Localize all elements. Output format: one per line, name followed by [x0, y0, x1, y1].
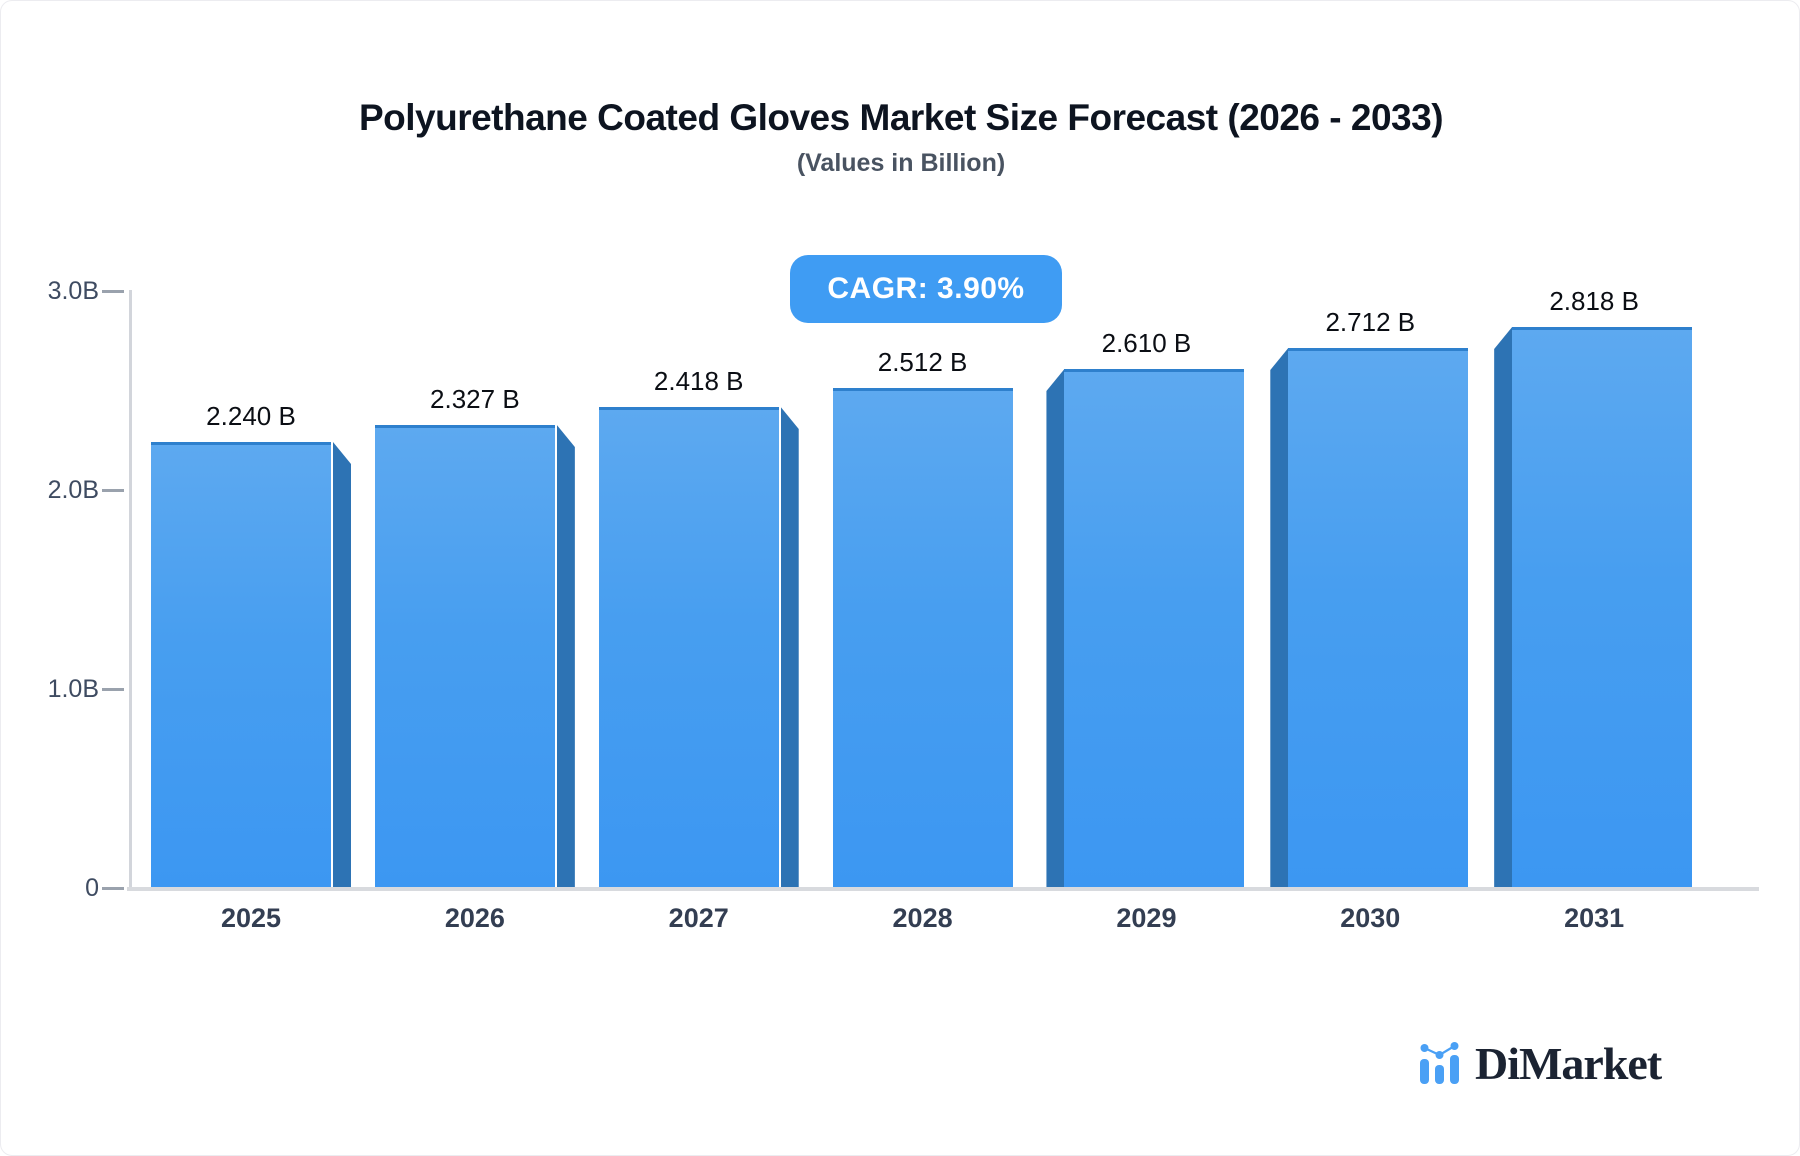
x-axis-label: 2028: [892, 903, 953, 933]
cagr-badge: CAGR: 3.90%: [790, 255, 1062, 323]
bar-face: [1064, 369, 1245, 888]
y-tick-label: 3.0B: [47, 277, 99, 305]
bar-face: [1288, 348, 1469, 888]
x-axis-label: 2026: [444, 903, 505, 933]
y-tick-label: 1.0B: [47, 675, 99, 703]
y-tick-label: 2.0B: [47, 476, 99, 504]
y-axis-line: [129, 290, 132, 890]
bar: [151, 442, 351, 888]
y-tick-label: 0: [85, 874, 99, 902]
x-axis-label: 2027: [668, 903, 729, 933]
brand-name: DiMarket: [1475, 1038, 1662, 1089]
bar-value-label: 2.240 B: [206, 401, 296, 431]
bar: [823, 388, 1023, 888]
bar-side-3d: [556, 425, 575, 888]
bar-face: [374, 425, 555, 888]
x-axis-line: [127, 887, 1759, 891]
bar-face: [151, 442, 331, 888]
bar-side-3d: [1270, 348, 1289, 888]
x-axis-label: 2031: [1564, 903, 1625, 933]
bar-face: [832, 388, 1013, 888]
bar-value-label: 2.418 B: [653, 366, 744, 396]
chart-subtitle: (Values in Billion): [796, 149, 1006, 177]
y-tick-mark: [102, 489, 124, 492]
y-tick-mark: [102, 688, 124, 691]
bar-value-label: 2.327 B: [430, 384, 520, 414]
bar-value-label: 2.610 B: [1101, 328, 1192, 358]
bar: [1494, 327, 1694, 888]
y-tick-mark: [102, 887, 124, 890]
bar-value-label: 2.712 B: [1325, 307, 1416, 337]
bar-face: [1512, 327, 1693, 888]
bar-value-label: 2.818 B: [1549, 286, 1639, 316]
bar: [598, 407, 799, 888]
bar: [1046, 369, 1246, 888]
bar-side-3d: [333, 442, 351, 888]
x-axis-label: 2025: [220, 903, 282, 933]
x-axis-label: 2030: [1340, 903, 1401, 933]
bar-value-label: 2.512 B: [877, 347, 968, 377]
y-tick-mark: [102, 290, 124, 293]
bar: [374, 425, 575, 888]
bar-chart-icon: [1420, 1042, 1459, 1084]
bar-face: [598, 407, 779, 888]
chart-title: Polyurethane Coated Gloves Market Size F…: [358, 97, 1444, 138]
bar-side-3d: [1046, 369, 1065, 888]
brand-logo: DiMarket: [1419, 1038, 1662, 1089]
bar-side-3d: [780, 407, 799, 888]
x-axis-label: 2029: [1116, 903, 1177, 933]
bar-side-3d: [1494, 327, 1513, 888]
bar: [1270, 348, 1470, 888]
